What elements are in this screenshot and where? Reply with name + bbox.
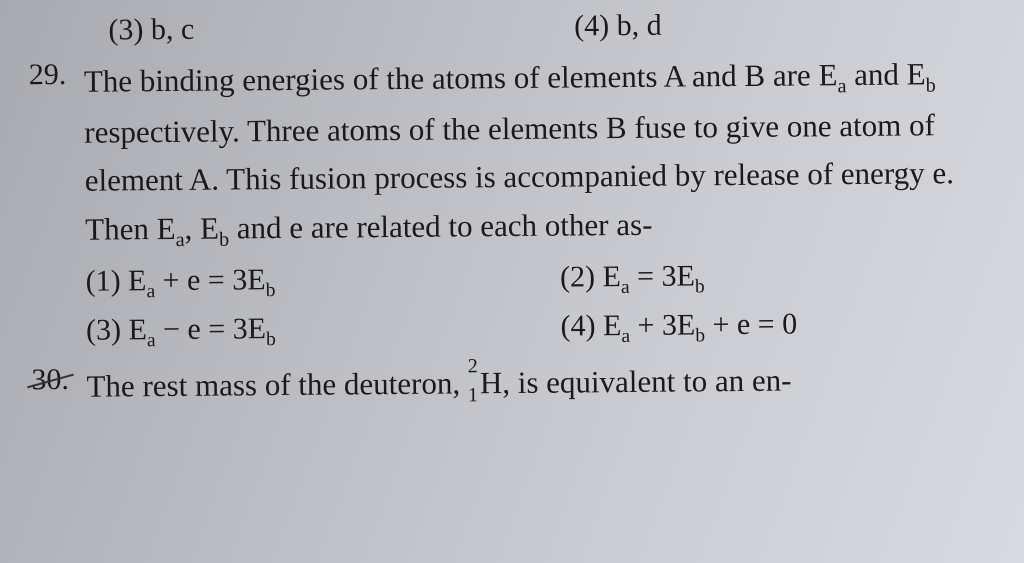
prev-question-options: (3) b, c (4) b, d xyxy=(108,6,992,48)
question-30: 30. The rest mass of the deuteron, 21H, … xyxy=(31,355,995,411)
question-number: 29. xyxy=(29,58,74,92)
prev-opt-4: (4) b, d xyxy=(574,9,662,44)
prev-opt-3: (3) b, c xyxy=(108,13,194,48)
option-3: (3) Ea − e = 3Eb xyxy=(86,310,521,353)
question-29: 29. The binding energies of the atoms of… xyxy=(29,50,995,257)
isotope-symbol: 21H xyxy=(468,359,503,407)
question-number: 30. xyxy=(31,363,76,397)
question-text: The binding energies of the atoms of ele… xyxy=(84,50,995,257)
option-4: (4) Ea + 3Eb + e = 0 xyxy=(560,306,995,349)
options-grid: (1) Ea + e = 3Eb (2) Ea = 3Eb (3) Ea − e… xyxy=(85,257,995,353)
option-1: (1) Ea + e = 3Eb xyxy=(85,261,520,304)
question-text: The rest mass of the deuteron, 21H, is e… xyxy=(86,355,995,411)
strike-mark: 30. xyxy=(31,363,69,397)
option-2: (2) Ea = 3Eb xyxy=(560,257,995,300)
